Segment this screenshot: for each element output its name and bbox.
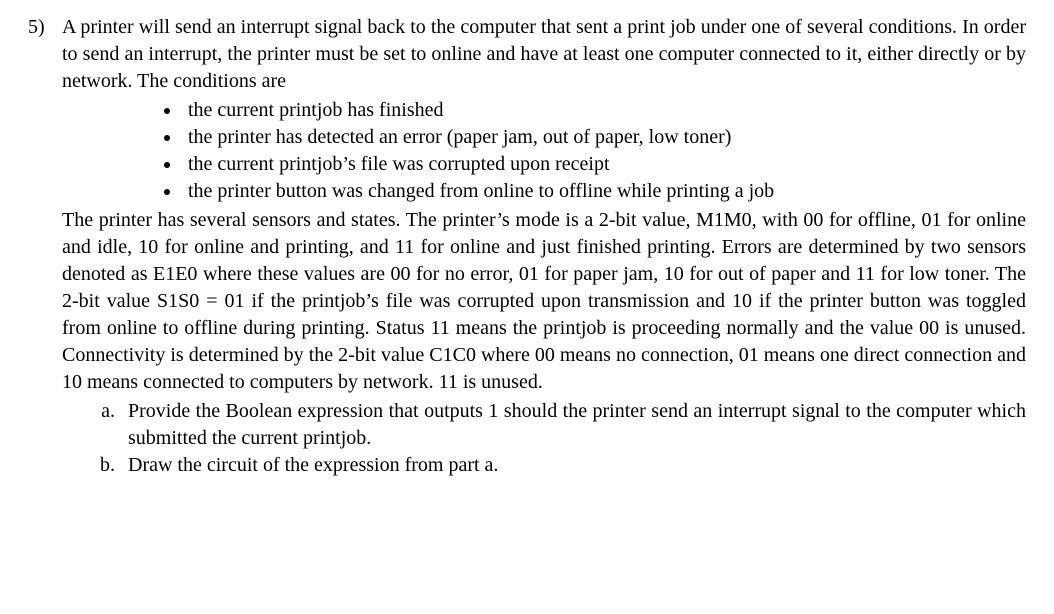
subpart-b: Draw the circuit of the expression from …: [120, 452, 1026, 479]
question-intro: A printer will send an interrupt signal …: [62, 14, 1026, 95]
question-number: 5): [28, 14, 62, 41]
condition-item: the current printjob’s file was corrupte…: [182, 151, 1026, 178]
subparts-list: Provide the Boolean expression that outp…: [62, 398, 1026, 479]
question-block: 5) A printer will send an interrupt sign…: [28, 14, 1026, 479]
question-body: A printer will send an interrupt signal …: [62, 14, 1026, 479]
condition-item: the printer has detected an error (paper…: [182, 124, 1026, 151]
condition-item: the current printjob has finished: [182, 97, 1026, 124]
subpart-a: Provide the Boolean expression that outp…: [120, 398, 1026, 452]
question-description: The printer has several sensors and stat…: [62, 207, 1026, 396]
condition-item: the printer button was changed from onli…: [182, 178, 1026, 205]
condition-list: the current printjob has finished the pr…: [62, 97, 1026, 205]
